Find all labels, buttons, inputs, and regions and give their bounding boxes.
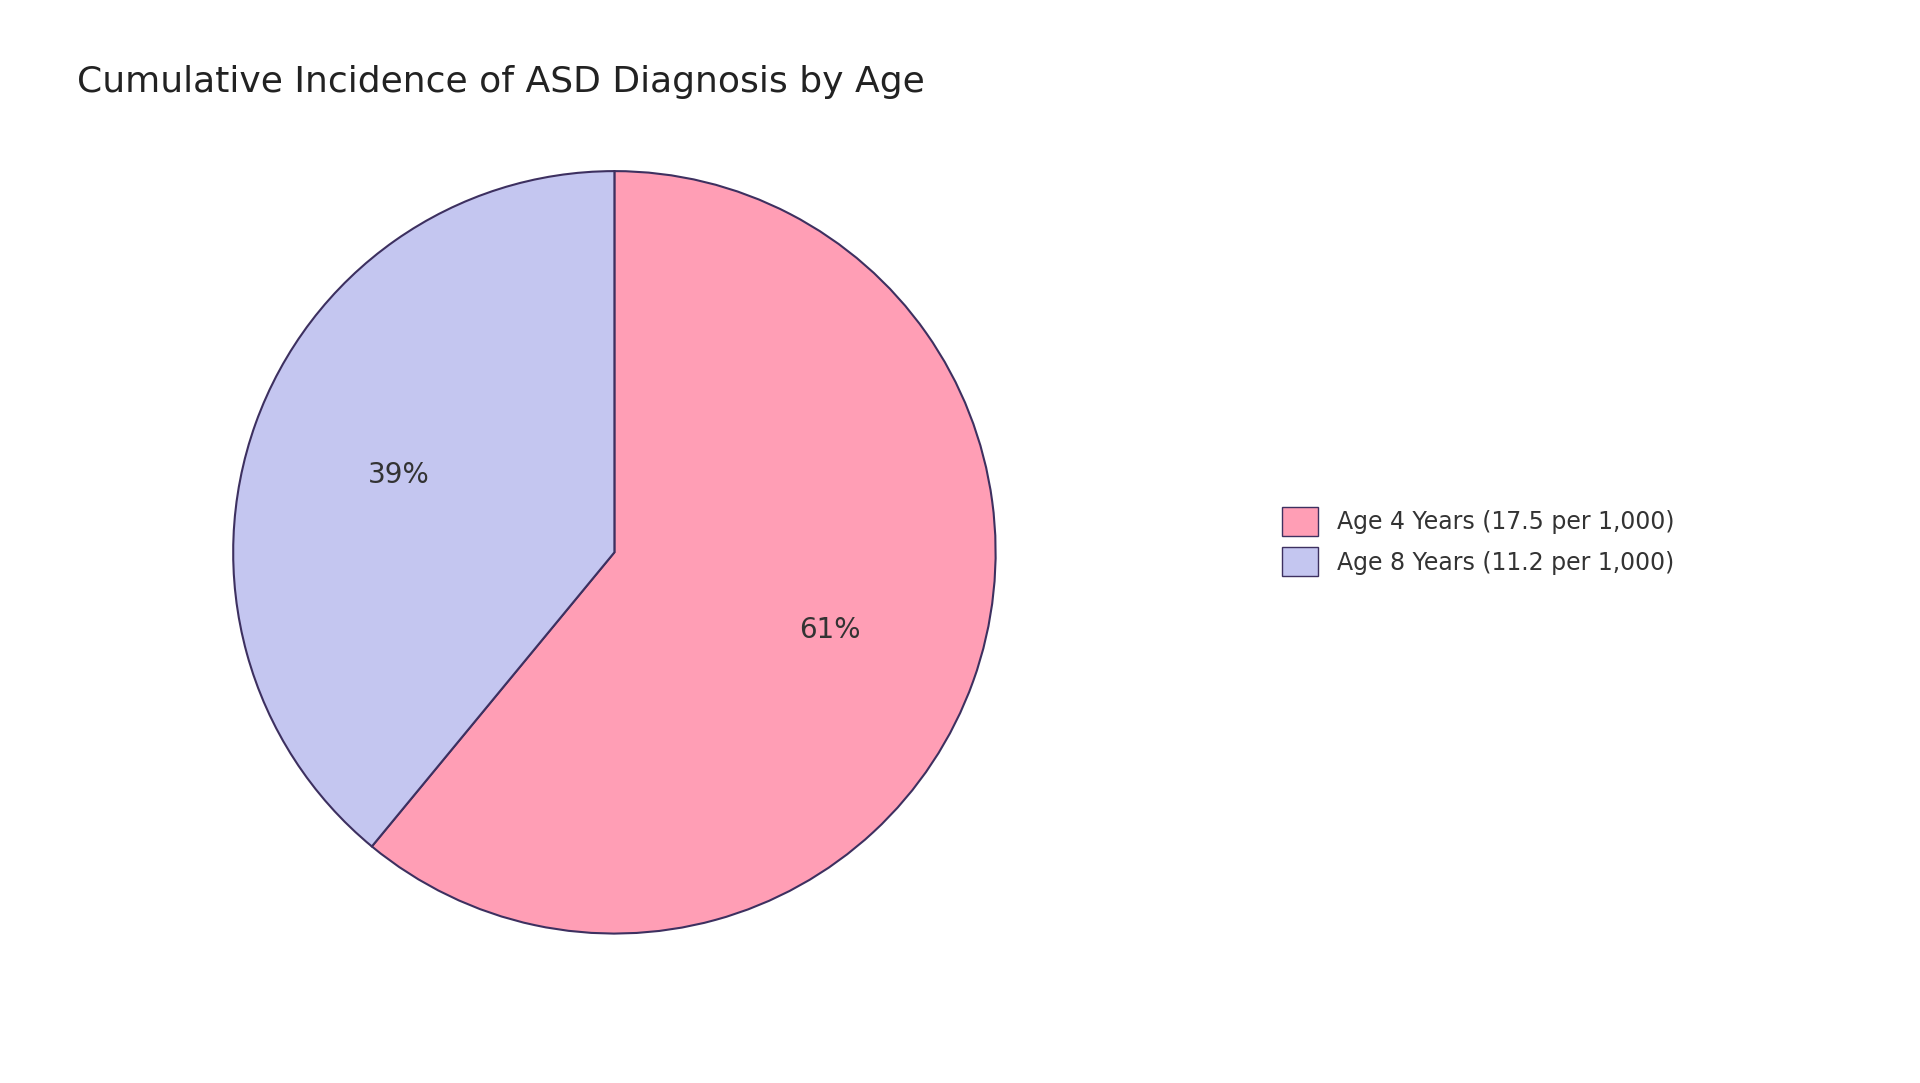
Wedge shape [372,171,996,934]
Text: 39%: 39% [369,461,430,490]
Text: Cumulative Incidence of ASD Diagnosis by Age: Cumulative Incidence of ASD Diagnosis by… [77,65,925,99]
Wedge shape [232,171,614,847]
Legend: Age 4 Years (17.5 per 1,000), Age 8 Years (11.2 per 1,000): Age 4 Years (17.5 per 1,000), Age 8 Year… [1271,495,1686,588]
Text: 61%: 61% [799,615,860,643]
